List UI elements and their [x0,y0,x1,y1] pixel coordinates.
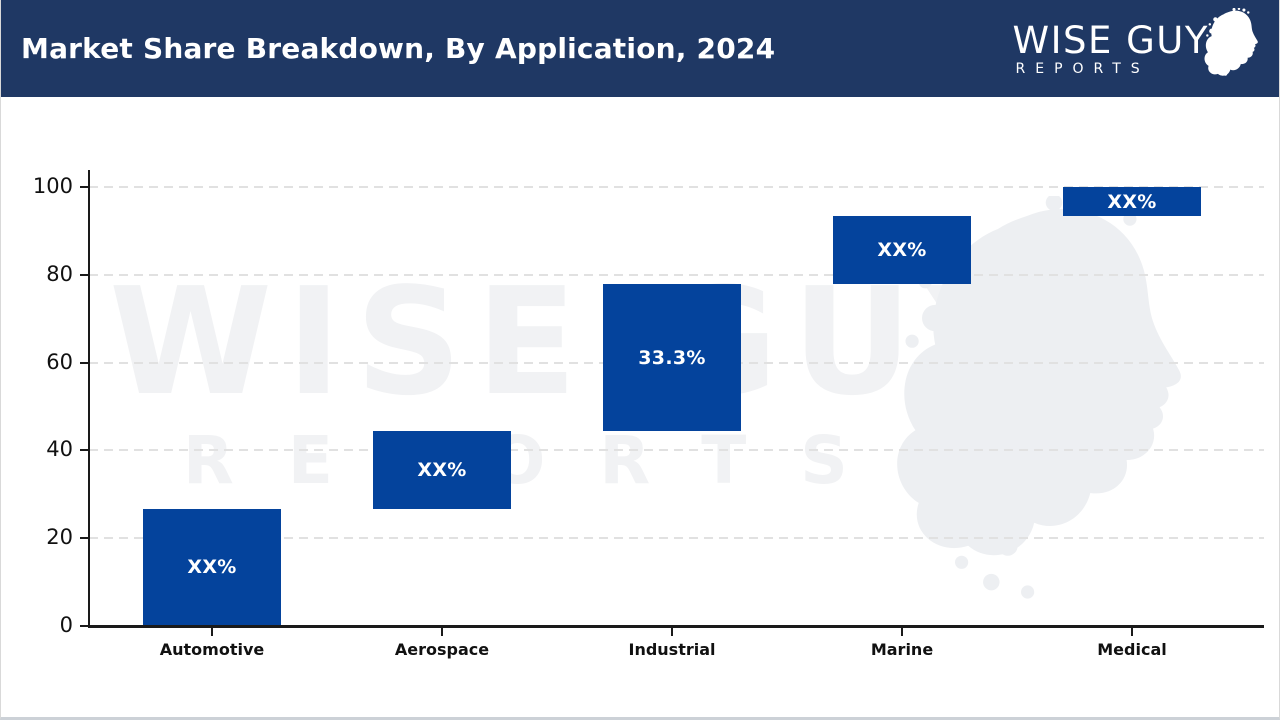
y-tick-mark [80,273,88,276]
bar-value-label: XX% [877,239,927,262]
chart-title: Market Share Breakdown, By Application, … [21,32,776,65]
x-tick-mark [211,628,213,636]
x-category-label: Aerospace [394,640,490,659]
bar-value-label: 33.3% [638,346,706,369]
wise-guy-logo: WISE GUY REPORTS [1013,8,1265,89]
bar-medical: XX% [1063,187,1201,217]
y-tick-label: 80 [46,261,73,286]
bar-marine: XX% [833,216,971,285]
gridline [89,449,1264,452]
watermark-wiseguy-text: WISE GUY [109,256,1048,428]
x-axis-line [88,625,1264,628]
logo-wiseguy-text: WISE GUY [1012,18,1209,62]
watermark-reports-text: REPORTS [183,422,902,499]
bar-value-label: XX% [417,458,467,481]
y-tick-mark [80,449,88,452]
gridline [89,273,1264,276]
gridline [89,537,1264,540]
bar-aerospace: XX% [373,431,511,509]
bar-industrial: 33.3% [603,284,741,432]
x-tick-mark [671,628,673,636]
y-tick-label: 100 [32,174,73,198]
y-axis-line [88,170,90,626]
x-category-label: Marine [870,640,934,659]
x-tick-mark [1131,628,1133,636]
bar-value-label: XX% [187,556,237,579]
y-tick-label: 0 [59,613,73,637]
x-tick-mark [441,628,443,636]
y-tick-mark [80,537,88,540]
y-tick-mark [80,361,88,364]
y-tick-label: 20 [46,525,73,550]
logo-reports-text: REPORTS [1015,60,1150,77]
y-tick-mark [80,186,88,188]
header: Market Share Breakdown, By Application, … [1,0,1279,97]
logo-wordmark: WISE GUY REPORTS [1013,22,1209,76]
bar-automotive: XX% [143,508,281,626]
y-tick-label: 60 [46,349,73,374]
bar-value-label: XX% [1107,190,1157,213]
x-category-label: Automotive [159,640,265,659]
x-tick-mark [901,628,903,636]
y-tick-mark [80,625,88,627]
gridline [89,186,1264,188]
x-category-label: Industrial [628,640,716,659]
y-tick-label: 40 [46,437,73,462]
logo-face-icon [1204,8,1258,76]
x-category-label: Medical [1097,640,1167,659]
